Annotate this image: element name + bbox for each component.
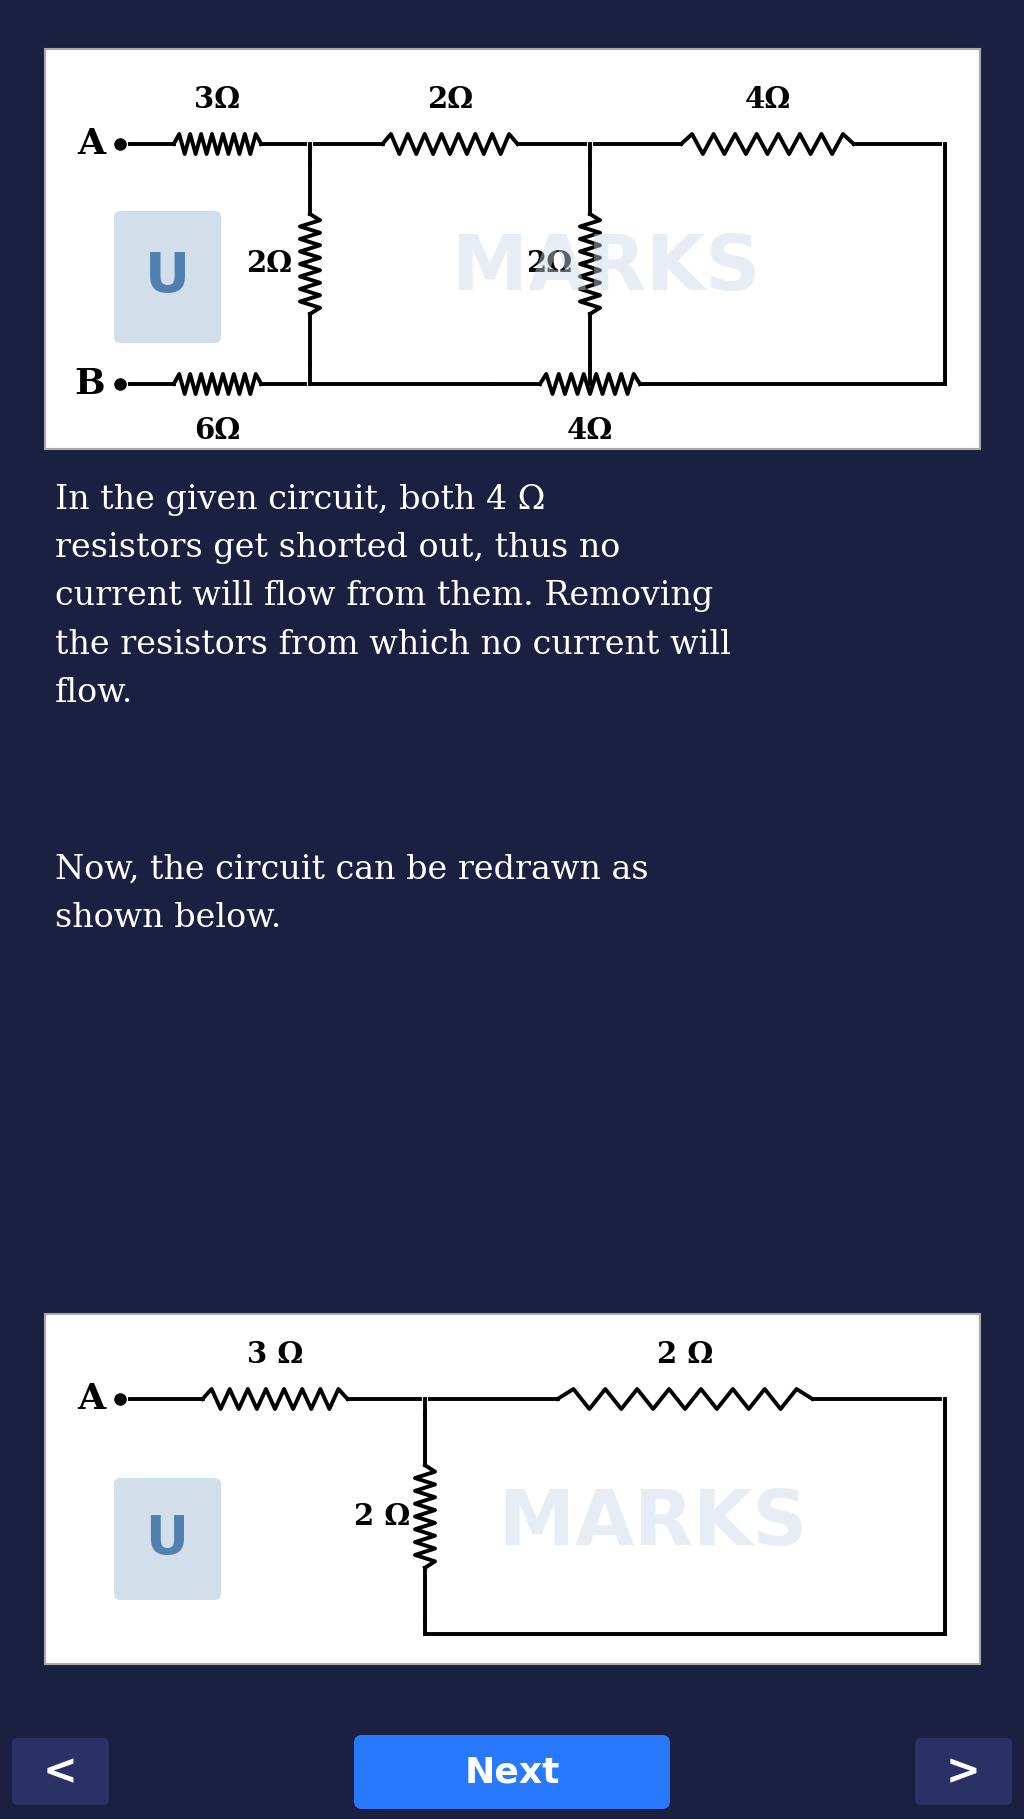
Text: MARKS: MARKS [499, 1486, 807, 1561]
Text: 2 Ω: 2 Ω [353, 1502, 410, 1532]
Text: <: < [43, 1752, 78, 1794]
Text: MARKS: MARKS [452, 233, 760, 306]
Text: U: U [145, 1513, 188, 1564]
Text: 4Ω: 4Ω [744, 85, 791, 115]
Text: >: > [945, 1752, 980, 1794]
Text: Next: Next [464, 1755, 560, 1790]
Text: 2Ω: 2Ω [246, 249, 292, 278]
Text: 2Ω: 2Ω [526, 249, 572, 278]
Text: U: U [144, 249, 189, 304]
FancyBboxPatch shape [354, 1735, 670, 1810]
FancyBboxPatch shape [915, 1737, 1012, 1804]
Text: Now, the circuit can be redrawn as
shown below.: Now, the circuit can be redrawn as shown… [55, 853, 648, 935]
Text: 2 Ω: 2 Ω [656, 1341, 713, 1370]
FancyBboxPatch shape [12, 1737, 109, 1804]
Text: A: A [77, 127, 105, 162]
Text: 3Ω: 3Ω [195, 85, 241, 115]
Text: 2Ω: 2Ω [427, 85, 473, 115]
FancyBboxPatch shape [45, 1313, 980, 1664]
FancyBboxPatch shape [114, 211, 221, 344]
Text: 3 Ω: 3 Ω [247, 1341, 303, 1370]
Text: In the given circuit, both 4 Ω
resistors get shorted out, thus no
current will f: In the given circuit, both 4 Ω resistors… [55, 484, 731, 709]
Text: 6Ω: 6Ω [195, 417, 241, 446]
FancyBboxPatch shape [114, 1479, 221, 1601]
Text: 4Ω: 4Ω [567, 417, 613, 446]
FancyBboxPatch shape [45, 49, 980, 449]
Text: B: B [75, 367, 105, 400]
Text: A: A [77, 1382, 105, 1415]
